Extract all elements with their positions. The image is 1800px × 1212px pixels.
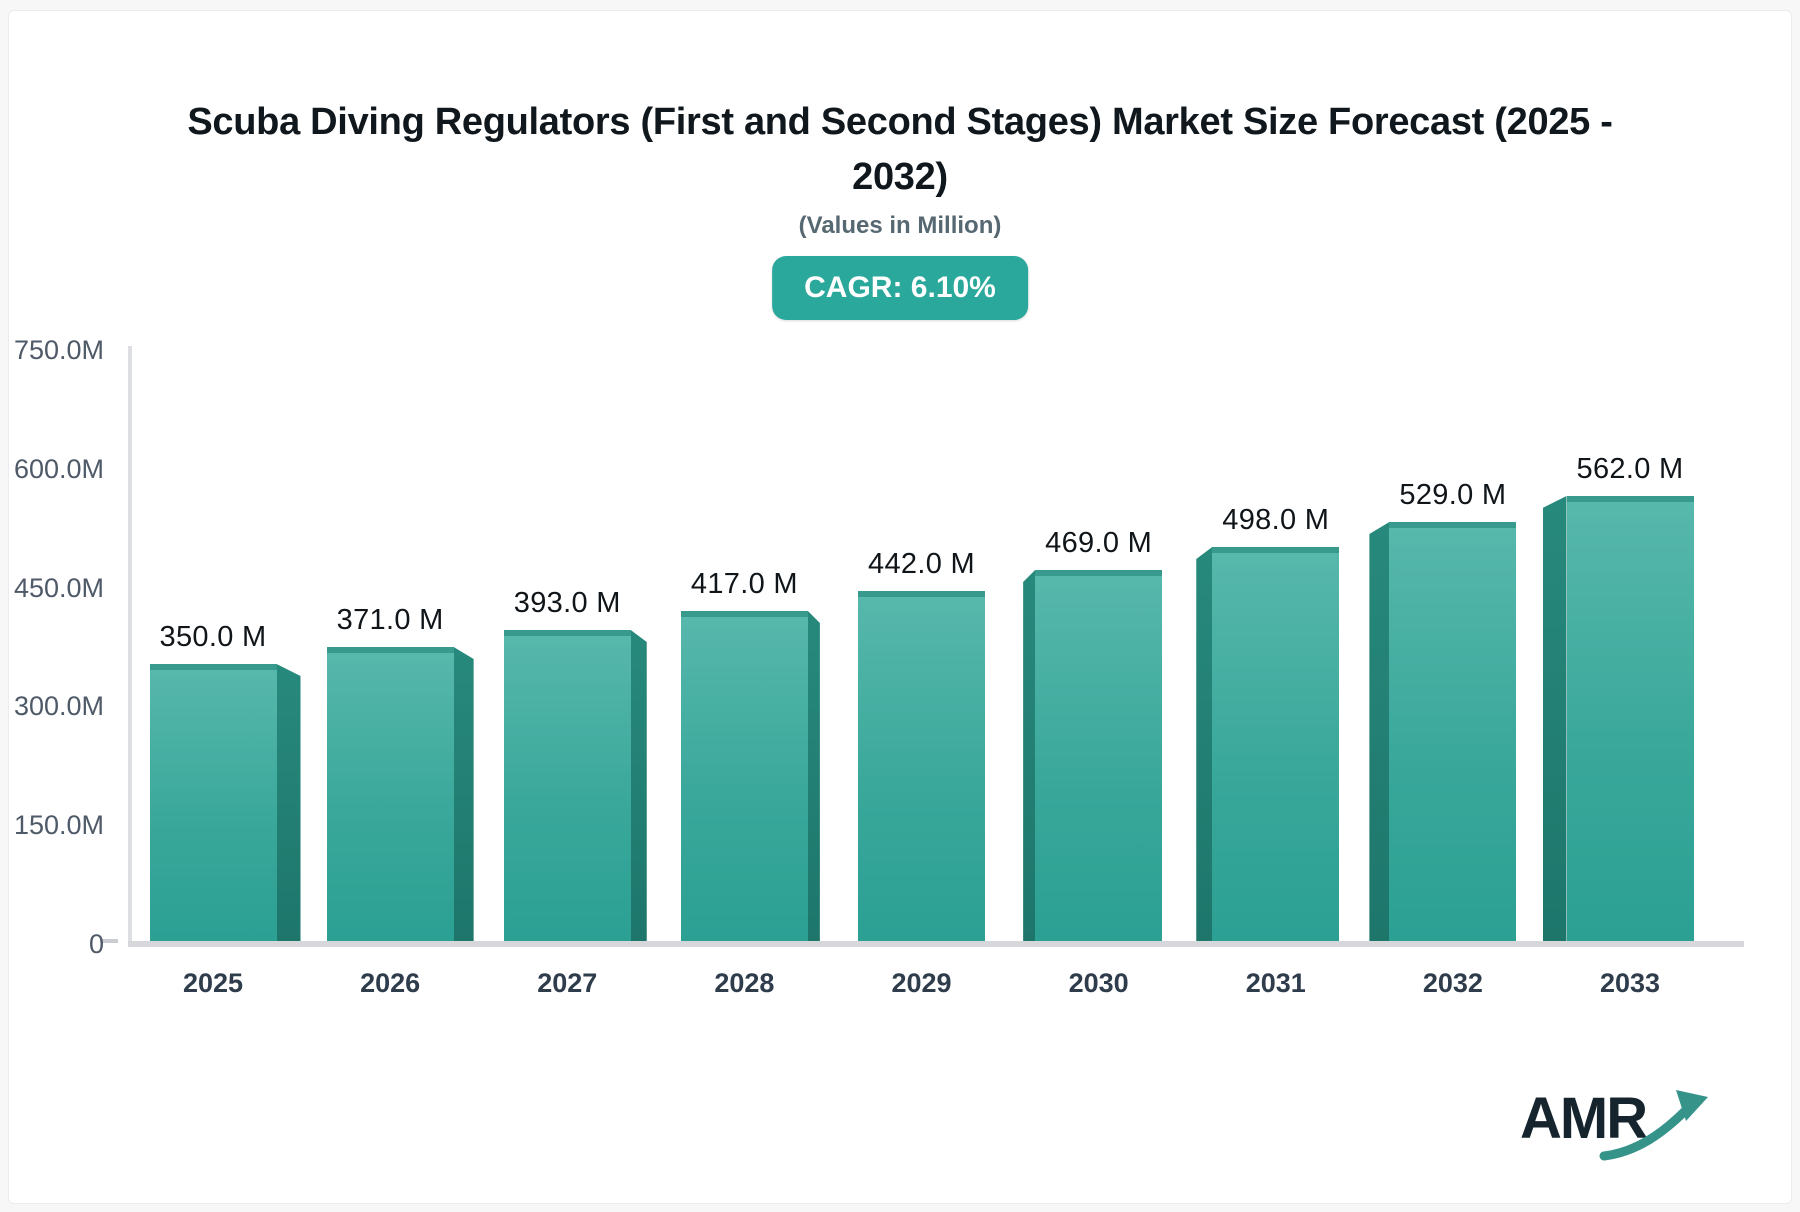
amr-logo-arrowhead: [1676, 1090, 1708, 1121]
cagr-badge: CAGR: 6.10%: [772, 256, 1028, 320]
y-tick-label: 750.0M: [13, 335, 104, 365]
plot-area: 350.0 M 371.0 M 393.0 M 417.0 M 442.0 M 469.0…: [130, 350, 1742, 941]
bar-3d-side: [807, 611, 820, 941]
amr-logo: AMR: [1520, 1086, 1708, 1161]
bar-value-label: 469.0 M: [1045, 527, 1153, 559]
y-tick-label: 150.0M: [13, 810, 104, 841]
y-tick-label: 450.0M: [13, 572, 104, 603]
y-tick-label: 600.0M: [13, 453, 104, 484]
bar-2027: [503, 630, 631, 941]
chart-title-line2: 2032): [852, 156, 948, 198]
y-tick-label: 0: [88, 929, 104, 959]
x-category-2028: 2028: [714, 968, 775, 998]
bar-2033: [1566, 496, 1694, 941]
y-axis-line: [128, 346, 132, 946]
bar-2032: [1389, 522, 1517, 941]
bar-3d-side: [1542, 496, 1567, 941]
bar-value-label: 498.0 M: [1222, 504, 1330, 536]
bar-value-label: 529.0 M: [1399, 479, 1507, 511]
y-tick-label: 300.0M: [13, 691, 104, 722]
bar-2026: [326, 647, 454, 941]
x-category-2031: 2031: [1245, 968, 1306, 998]
x-axis-baseline: [128, 941, 1744, 947]
bar-3d-side: [1196, 547, 1213, 941]
chart-title: Scuba Diving Regulators (First and Secon…: [90, 95, 1710, 205]
x-category-2030: 2030: [1068, 968, 1129, 998]
x-category-2026: 2026: [360, 968, 421, 998]
bar-3d-side: [1369, 522, 1390, 941]
bar-2025: [149, 664, 277, 941]
chart-title-line1: Scuba Diving Regulators (First and Secon…: [187, 101, 1613, 143]
amr-logo-text: AMR: [1520, 1086, 1647, 1151]
x-category-2027: 2027: [537, 968, 598, 998]
bar-value-label: 350.0 M: [159, 621, 267, 653]
bar-3d-side: [453, 647, 474, 941]
bar-value-label: 417.0 M: [690, 568, 798, 600]
bar-value-label: 442.0 M: [868, 548, 975, 580]
amr-logo-arrow-swoosh: [1599, 1105, 1691, 1161]
bar-value-label: 393.0 M: [513, 587, 621, 619]
chart-subtitle: (Values in Million): [798, 212, 1002, 239]
x-category-2025: 2025: [182, 968, 244, 998]
bar-3d-side: [276, 664, 301, 941]
x-category-2033: 2033: [1599, 968, 1661, 998]
x-category-2029: 2029: [891, 968, 952, 998]
zero-tick-mark: [100, 939, 118, 943]
bar-3d-side: [630, 630, 647, 941]
bar-value-label: 562.0 M: [1576, 453, 1684, 485]
x-category-2032: 2032: [1422, 968, 1483, 998]
bar-2030: [1035, 570, 1163, 941]
bar-2031: [1212, 547, 1340, 941]
bar-3d-side: [1023, 570, 1036, 941]
bar-2028: [680, 611, 808, 941]
bar-value-label: 371.0 M: [336, 604, 444, 636]
bar-2029: [858, 591, 985, 941]
